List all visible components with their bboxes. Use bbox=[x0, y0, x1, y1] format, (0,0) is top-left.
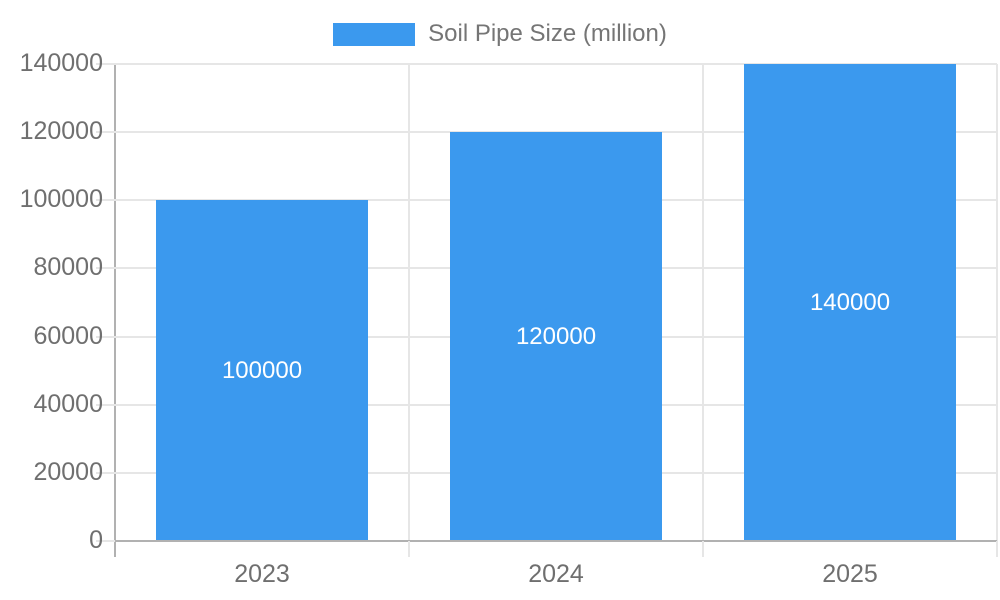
y-axis-line bbox=[114, 64, 116, 557]
y-axis-tick bbox=[96, 199, 115, 202]
y-axis-tick-label: 120000 bbox=[19, 117, 103, 146]
bar-2024[interactable]: 120000 bbox=[450, 132, 662, 541]
y-axis-tick bbox=[96, 267, 115, 270]
x-axis-tick bbox=[408, 541, 410, 557]
y-axis-tick bbox=[96, 335, 115, 338]
chart-legend[interactable]: Soil Pipe Size (million) bbox=[0, 20, 1000, 48]
x-axis-line bbox=[97, 540, 997, 542]
plot-area: 100000 120000 140000 bbox=[115, 63, 998, 542]
x-gridline bbox=[408, 64, 410, 541]
bar-2025[interactable]: 140000 bbox=[744, 64, 956, 541]
bar-value-label: 100000 bbox=[221, 356, 303, 384]
y-axis-tick-label: 100000 bbox=[19, 185, 103, 214]
y-axis-tick-label: 20000 bbox=[33, 457, 103, 486]
x-axis-tick-label: 2023 bbox=[234, 560, 290, 588]
x-gridline bbox=[702, 64, 704, 541]
y-axis-tick bbox=[96, 540, 115, 542]
y-axis-tick bbox=[96, 63, 115, 65]
y-axis-tick-label: 40000 bbox=[33, 389, 103, 418]
y-gridline bbox=[115, 63, 997, 65]
y-axis-tick-label: 80000 bbox=[33, 253, 103, 282]
legend-color-swatch bbox=[333, 22, 416, 46]
x-axis-tick bbox=[996, 541, 998, 557]
y-axis-tick bbox=[96, 403, 115, 406]
bar-2023[interactable]: 100000 bbox=[156, 200, 368, 541]
bar-value-label: 120000 bbox=[515, 322, 597, 350]
bar-value-label: 140000 bbox=[809, 288, 891, 316]
x-gridline bbox=[996, 64, 998, 541]
y-axis-tick-label: 0 bbox=[89, 526, 103, 554]
y-axis-tick-label: 60000 bbox=[33, 321, 103, 350]
y-axis-tick bbox=[96, 471, 115, 474]
legend-series-label: Soil Pipe Size (million) bbox=[428, 20, 667, 47]
y-axis-tick-label: 140000 bbox=[19, 49, 103, 77]
y-gridline bbox=[115, 131, 997, 134]
y-axis-tick bbox=[96, 131, 115, 134]
x-axis-tick-label: 2024 bbox=[528, 560, 584, 588]
x-axis-tick-label: 2025 bbox=[822, 560, 878, 588]
x-axis-tick bbox=[702, 541, 704, 557]
